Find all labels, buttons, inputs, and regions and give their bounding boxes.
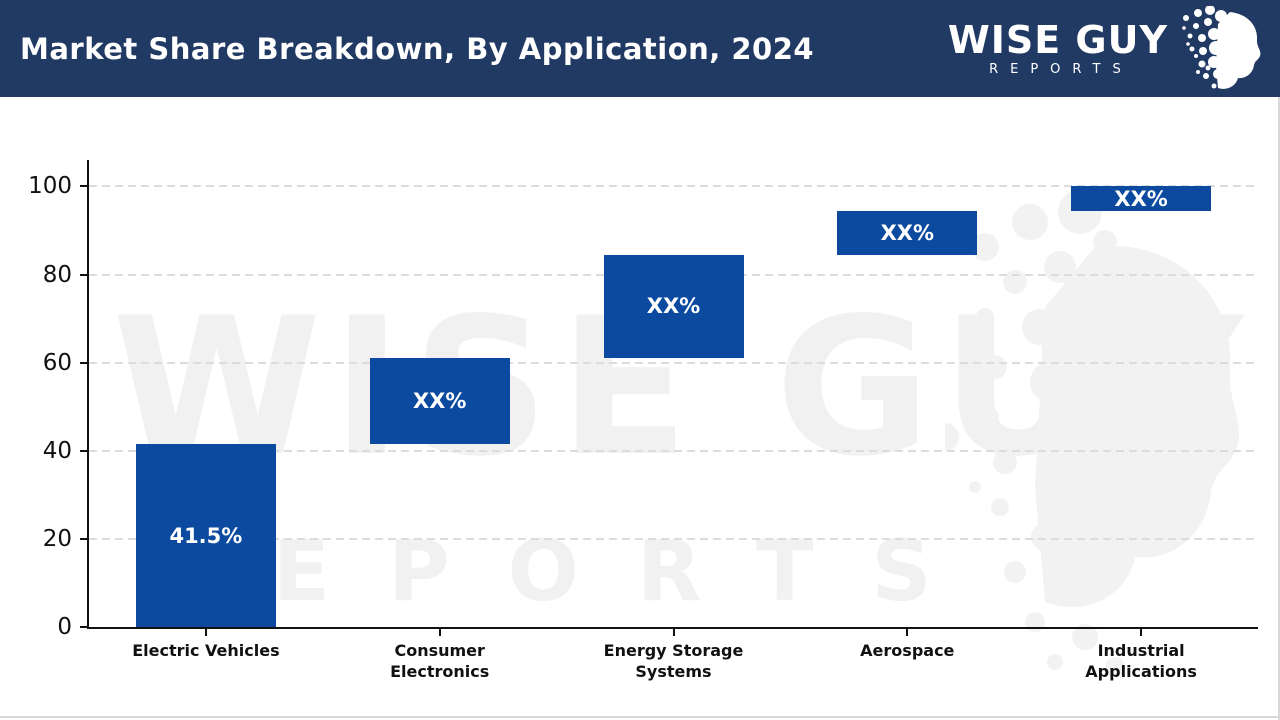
y-axis-tick-label-20: 20 (42, 525, 72, 552)
gridline-20 (89, 537, 1258, 540)
page-title: Market Share Breakdown, By Application, … (20, 31, 815, 66)
bar-label-consumer-electronics: XX% (412, 389, 467, 414)
logo-head-icon (1182, 5, 1261, 89)
x-axis-tick-energy-storage-systems (672, 627, 675, 636)
x-axis-label-consumer-electronics: Consumer Electronics (390, 641, 490, 681)
header-bar: Market Share Breakdown, By Application, … (0, 0, 1280, 97)
x-axis-tick-aerospace (906, 627, 909, 636)
bar-aerospace: XX% (837, 210, 978, 255)
y-axis-tick-60 (80, 361, 89, 364)
x-axis-tick-electric-vehicles (204, 627, 207, 636)
logo-wordmark: WISE GUY (947, 17, 1168, 62)
bar-label-energy-storage-systems: XX% (646, 294, 701, 319)
x-axis-tick-consumer-electronics (438, 627, 441, 636)
y-axis-tick-20 (80, 537, 89, 540)
gridline-40 (89, 449, 1258, 452)
brand-logo: WISE GUY REPORTS (948, 5, 1264, 92)
bar-label-industrial-applications: XX% (1114, 186, 1168, 211)
bar-industrial-applications: XX% (1071, 186, 1212, 211)
y-axis-tick-40 (80, 449, 89, 452)
logo-subtext: REPORTS (989, 61, 1133, 77)
watermark-head-icon (945, 190, 1240, 677)
bar-label-electric-vehicles: 41.5% (169, 523, 243, 548)
x-axis-label-energy-storage-systems: Energy Storage Systems (603, 641, 744, 681)
gridline-60 (89, 361, 1258, 364)
y-axis-tick-label-100: 100 (28, 173, 72, 200)
y-axis-tick-label-0: 0 (57, 614, 72, 640)
y-axis-line (87, 160, 89, 629)
x-axis-label-industrial-applications: Industrial Applications (1085, 641, 1197, 681)
bar-electric-vehicles: 41.5% (135, 444, 276, 627)
y-axis-tick-80 (80, 273, 89, 276)
bar-label-aerospace: XX% (880, 220, 935, 245)
y-axis-tick-100 (80, 185, 89, 188)
y-axis-tick-0 (80, 626, 89, 628)
bar-consumer-electronics: XX% (369, 358, 510, 445)
chart-area: WISE GUY REPORTS 0 20 40 60 80 100 41.5% Electr… (0, 97, 1280, 716)
y-axis-tick-label-40: 40 (42, 437, 72, 464)
footer-divider (0, 716, 1280, 720)
y-axis-tick-label-80: 80 (42, 261, 72, 288)
logo-text-block: WISE GUY REPORTS (948, 21, 1168, 77)
x-axis-label-electric-vehicles: Electric Vehicles (132, 641, 280, 660)
x-axis-tick-industrial-applications (1140, 627, 1143, 636)
gridline-100 (89, 185, 1258, 188)
bar-chart-plot: 0 20 40 60 80 100 41.5% Electric Vehicles XX% Con… (0, 97, 1278, 716)
y-axis-tick-label-60: 60 (42, 349, 72, 376)
bar-energy-storage-systems: XX% (603, 254, 744, 359)
x-axis-label-aerospace: Aerospace (860, 641, 955, 660)
